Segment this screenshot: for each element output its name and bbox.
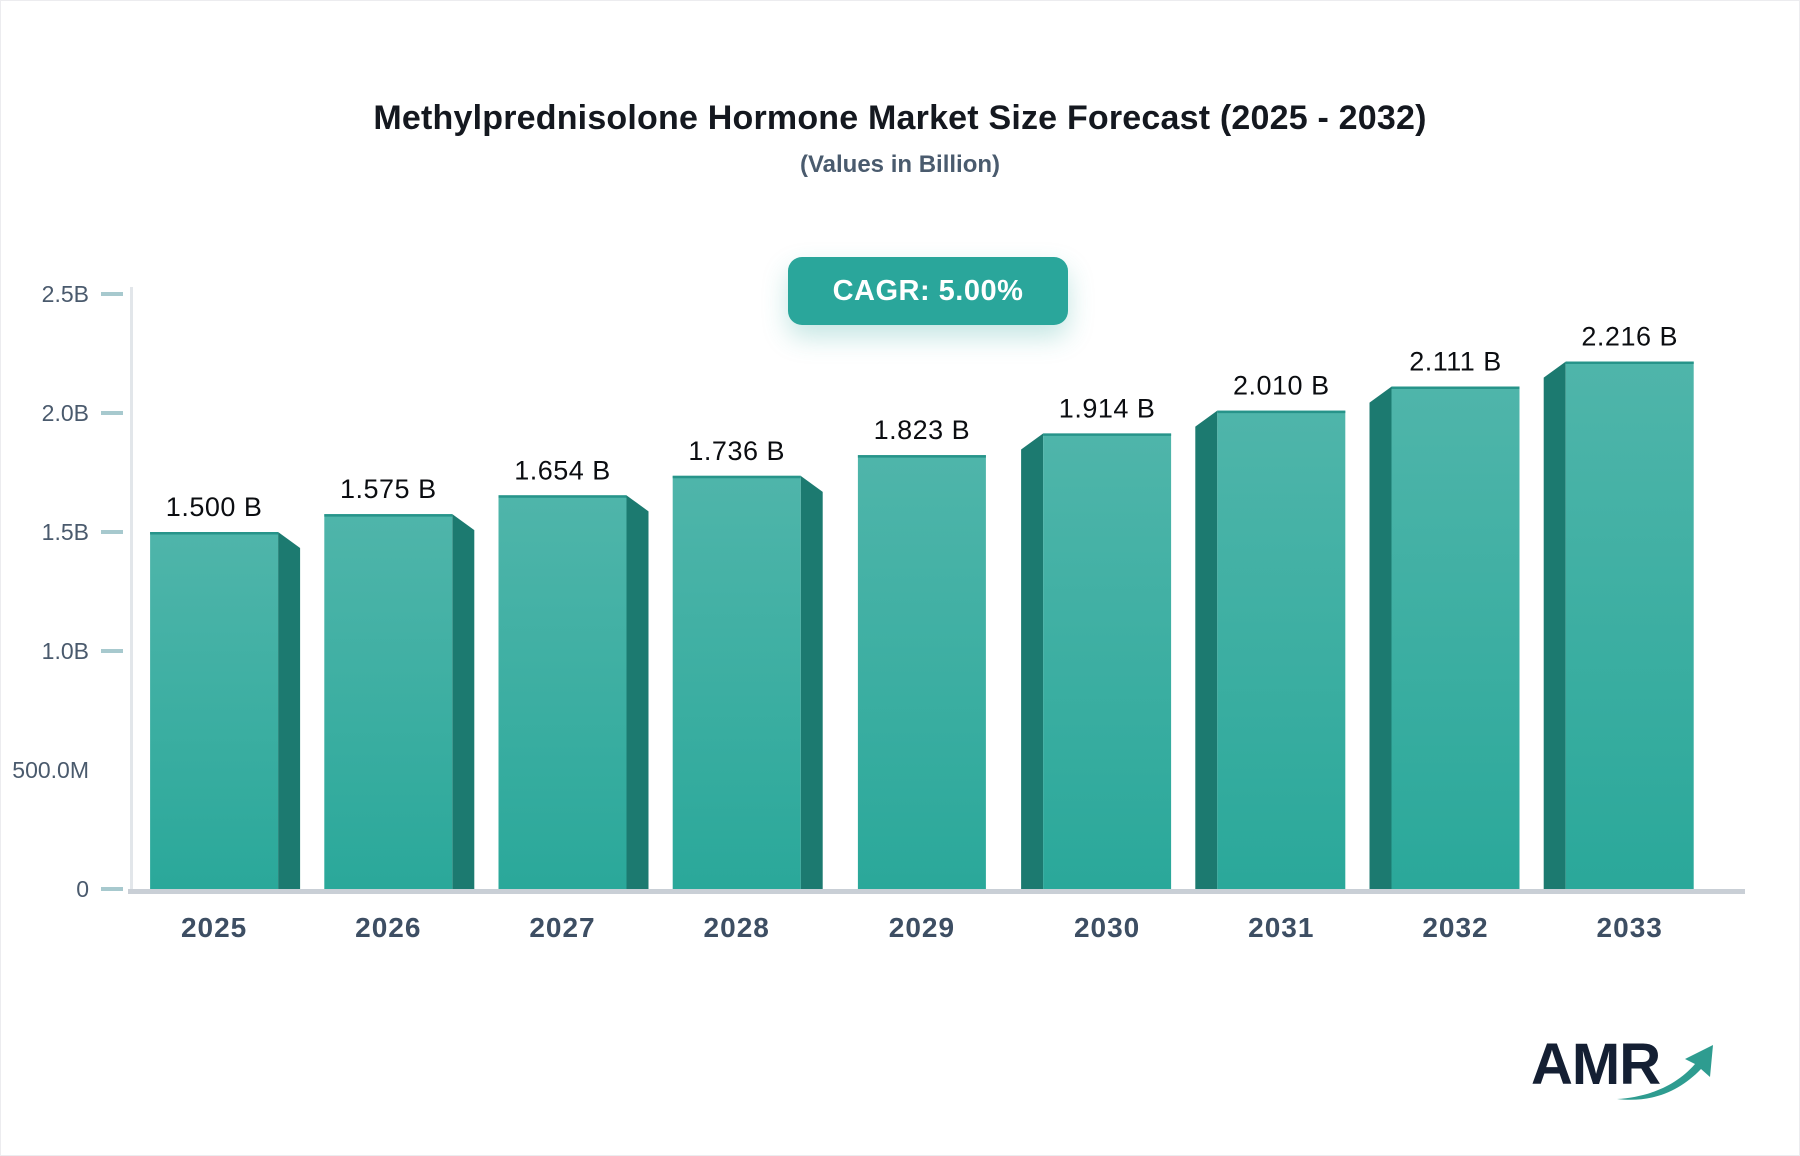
bar-side-face xyxy=(1543,361,1566,891)
bar-value-label: 1.823 B xyxy=(874,415,971,445)
y-axis-tick-label: 1.5B xyxy=(42,519,89,545)
y-axis-tick-label: 2.5B xyxy=(42,281,89,307)
bar-2027: 1.654 B xyxy=(498,455,649,891)
bar-2030: 1.914 B xyxy=(1021,393,1172,891)
bar-value-label: 1.654 B xyxy=(514,455,611,485)
bar-main-face xyxy=(1217,410,1346,891)
bar-2029: 1.823 B xyxy=(857,415,986,891)
x-axis-label: 2029 xyxy=(889,912,955,943)
bar-side-face xyxy=(1021,433,1044,891)
bar-value-label: 1.575 B xyxy=(340,474,437,504)
bar-main-face xyxy=(150,532,279,891)
bar-main-face xyxy=(498,495,627,891)
bar-2031: 2.010 B xyxy=(1195,371,1346,891)
bar-value-label: 1.914 B xyxy=(1059,393,1156,423)
bar-side-face xyxy=(278,532,301,891)
bar-side-face xyxy=(1195,410,1218,891)
bar-2025: 1.500 B xyxy=(150,492,301,891)
amr-logo-text: AMR xyxy=(1531,1032,1661,1097)
bar-2028: 1.736 B xyxy=(672,436,823,891)
bar-value-label: 1.736 B xyxy=(688,436,785,466)
x-axis-label: 2028 xyxy=(704,912,770,943)
bar-value-label: 2.111 B xyxy=(1409,347,1502,377)
x-axis-label: 2030 xyxy=(1074,912,1140,943)
y-axis-tick-label: 500.0M xyxy=(12,757,89,783)
chart-title: Methylprednisolone Hormone Market Size F… xyxy=(373,99,1427,137)
y-axis-tick-label: 0 xyxy=(76,876,89,902)
bar-side-face xyxy=(452,514,475,891)
bar-main-face xyxy=(1043,433,1172,891)
x-axis-label: 2025 xyxy=(181,912,247,943)
bar-main-face xyxy=(1565,361,1694,891)
x-axis-label: 2027 xyxy=(529,912,595,943)
bar-side-face xyxy=(1369,386,1392,891)
bar-main-face xyxy=(857,455,986,891)
bar-main-face xyxy=(672,475,801,891)
y-axis-tick-label: 2.0B xyxy=(42,400,89,426)
cagr-badge-label: CAGR: 5.00% xyxy=(832,274,1024,307)
bar-side-face xyxy=(800,475,823,891)
market-size-bar-chart: 2.5B 2.0B 1.5B 1.0B 500.0M 0 1.500 B 2025 1.575 … xyxy=(12,281,1745,943)
x-axis-label: 2031 xyxy=(1248,912,1314,943)
bar-value-label: 2.216 B xyxy=(1581,322,1678,352)
bar-side-face xyxy=(626,495,649,891)
bar-main-face xyxy=(1391,386,1520,891)
amr-logo: AMR xyxy=(1531,1031,1731,1111)
x-axis-label: 2032 xyxy=(1422,912,1488,943)
cagr-badge: CAGR: 5.00% xyxy=(788,257,1068,325)
chart-subtitle: (Values in Billion) xyxy=(799,151,1001,178)
y-axis-tick-label: 1.0B xyxy=(42,638,89,664)
bar-main-face xyxy=(324,514,453,891)
growth-arrow-icon xyxy=(1617,1045,1713,1100)
bar-2033: 2.216 B xyxy=(1543,322,1694,891)
bar-value-label: 2.010 B xyxy=(1233,371,1330,401)
bar-2026: 1.575 B xyxy=(324,474,475,891)
bar-value-label: 1.500 B xyxy=(166,492,263,522)
x-axis-label: 2033 xyxy=(1597,912,1663,943)
bar-2032: 2.111 B xyxy=(1369,347,1520,891)
x-axis-label: 2026 xyxy=(355,912,421,943)
